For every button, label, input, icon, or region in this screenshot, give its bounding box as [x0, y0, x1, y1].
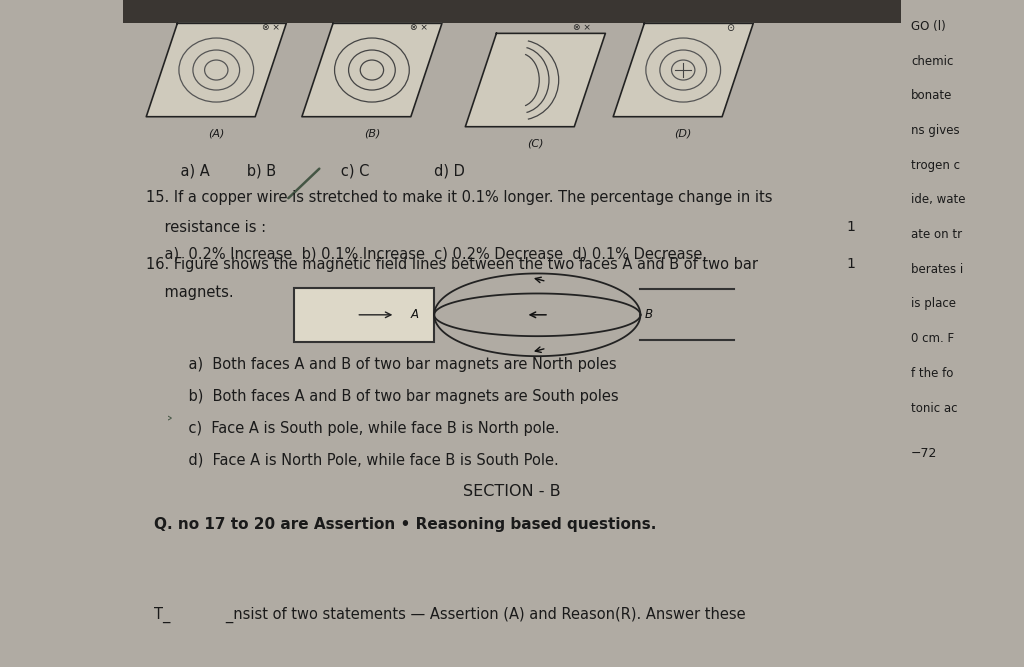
Text: trogen c: trogen c [911, 159, 959, 171]
Text: resistance is :: resistance is : [146, 220, 266, 235]
Text: d)  Face A is North Pole, while face B is South Pole.: d) Face A is North Pole, while face B is… [170, 453, 558, 468]
Text: T_            _nsist of two statements — Assertion (A) and Reason(R). Answer the: T_ _nsist of two statements — Assertion … [154, 607, 745, 623]
Text: a)  0.2% Increase  b) 0.1% Increase  c) 0.2% Decrease  d) 0.1% Decrease.: a) 0.2% Increase b) 0.1% Increase c) 0.2… [146, 247, 708, 261]
Text: ⊙: ⊙ [726, 23, 734, 33]
Text: bonate: bonate [911, 89, 952, 102]
Text: berates i: berates i [911, 263, 964, 275]
Text: (C): (C) [527, 139, 544, 149]
Text: b)  Both faces A and B of two bar magnets are South poles: b) Both faces A and B of two bar magnets… [170, 389, 618, 404]
Text: ns gives: ns gives [911, 124, 959, 137]
Text: B: B [644, 308, 652, 321]
Text: chemic: chemic [911, 55, 953, 67]
Text: 1: 1 [847, 257, 855, 271]
Text: magnets.: magnets. [146, 285, 233, 299]
Text: GO (l): GO (l) [911, 20, 946, 33]
Text: −72: −72 [911, 447, 937, 460]
Text: is place: is place [911, 297, 956, 310]
Text: c)  Face A is South pole, while face B is North pole.: c) Face A is South pole, while face B is… [170, 421, 559, 436]
Text: a)  Both faces A and B of two bar magnets are North poles: a) Both faces A and B of two bar magnets… [170, 357, 616, 372]
Bar [123, 0, 901, 23]
Polygon shape [146, 23, 287, 117]
Text: 1: 1 [847, 220, 855, 234]
Text: ⊗ ×: ⊗ × [573, 23, 591, 32]
Text: A: A [411, 308, 419, 321]
Text: (A): (A) [208, 129, 224, 139]
Polygon shape [613, 23, 754, 117]
Polygon shape [465, 33, 605, 127]
Text: Q. no 17 to 20 are Assertion • Reasoning based questions.: Q. no 17 to 20 are Assertion • Reasoning… [154, 517, 656, 532]
Text: SECTION - B: SECTION - B [463, 484, 561, 498]
Bar [294, 288, 434, 342]
Text: 15. If a copper wire is stretched to make it 0.1% longer. The percentage change : 15. If a copper wire is stretched to mak… [146, 190, 773, 205]
Text: ide, wate: ide, wate [911, 193, 966, 206]
Text: (D): (D) [675, 129, 692, 139]
Text: tonic ac: tonic ac [911, 402, 957, 414]
Text: 0 cm. F: 0 cm. F [911, 332, 954, 345]
Text: ˃: ˃ [166, 418, 173, 432]
Text: (B): (B) [364, 129, 380, 139]
Text: ⊗ ×: ⊗ × [262, 23, 280, 32]
Text: f the fo: f the fo [911, 367, 953, 380]
Text: 16. Figure shows the magnetic field lines between the two faces A and B of two b: 16. Figure shows the magnetic field line… [146, 257, 758, 271]
Text: ⊗ ×: ⊗ × [410, 23, 428, 32]
Text: ate on tr: ate on tr [911, 228, 963, 241]
Polygon shape [302, 23, 442, 117]
Text: a) A        b) B              c) C              d) D: a) A b) B c) C d) D [162, 163, 465, 178]
